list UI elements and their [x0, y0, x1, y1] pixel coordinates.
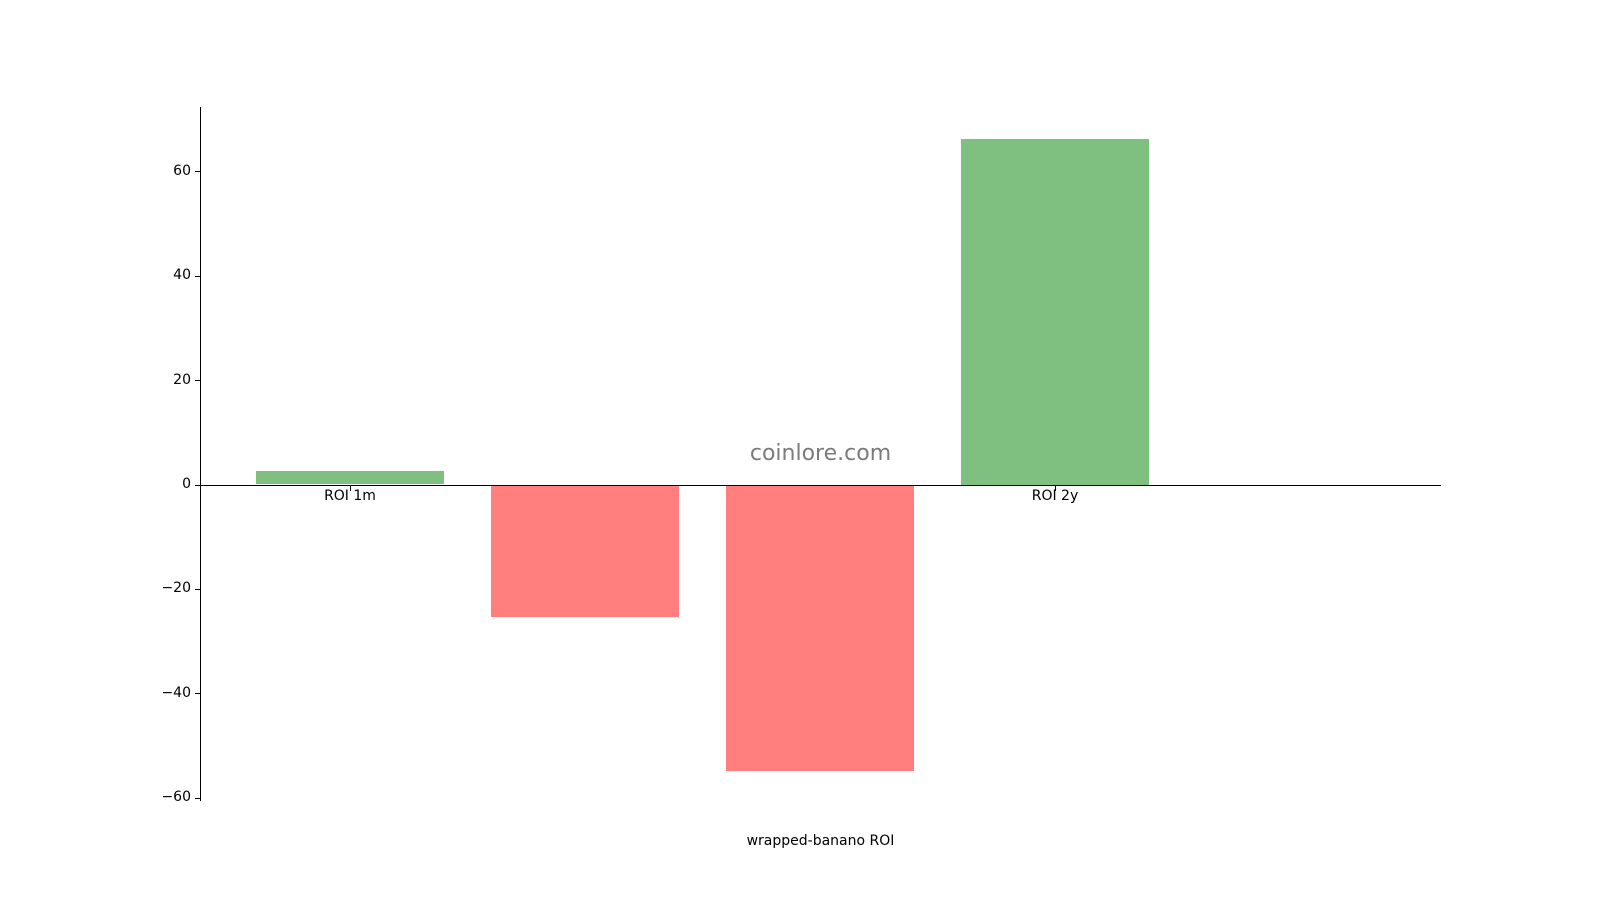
x-axis-zero-line	[200, 485, 1441, 486]
y-tick-label: 60	[173, 163, 191, 179]
x-tick-mark	[1055, 485, 1056, 491]
y-tick-mark	[195, 276, 200, 277]
watermark: coinlore.com	[749, 441, 892, 466]
x-axis-title: wrapped-banano ROI	[746, 833, 895, 849]
y-tick-mark	[195, 798, 200, 799]
y-tick-mark	[195, 380, 200, 381]
y-tick-mark	[195, 485, 200, 486]
y-tick-label: −40	[161, 685, 191, 701]
x-tick-label: ROI 2y	[1031, 488, 1079, 504]
y-tick-label: −20	[161, 580, 191, 596]
bar-category-2	[491, 486, 679, 617]
y-tick-label: 0	[182, 476, 191, 492]
x-tick-label: ROI 1m	[324, 488, 376, 504]
bar-category-3	[726, 486, 914, 771]
y-axis-line	[200, 107, 201, 801]
y-tick-label: 20	[173, 372, 191, 388]
y-tick-label: 40	[173, 267, 191, 283]
y-tick-mark	[195, 171, 200, 172]
x-tick-mark	[350, 485, 351, 491]
y-tick-label: −60	[161, 789, 191, 805]
y-tick-mark	[195, 693, 200, 694]
bar-roi-2y	[961, 139, 1149, 485]
y-tick-mark	[195, 589, 200, 590]
bar-roi-1m	[256, 471, 444, 484]
